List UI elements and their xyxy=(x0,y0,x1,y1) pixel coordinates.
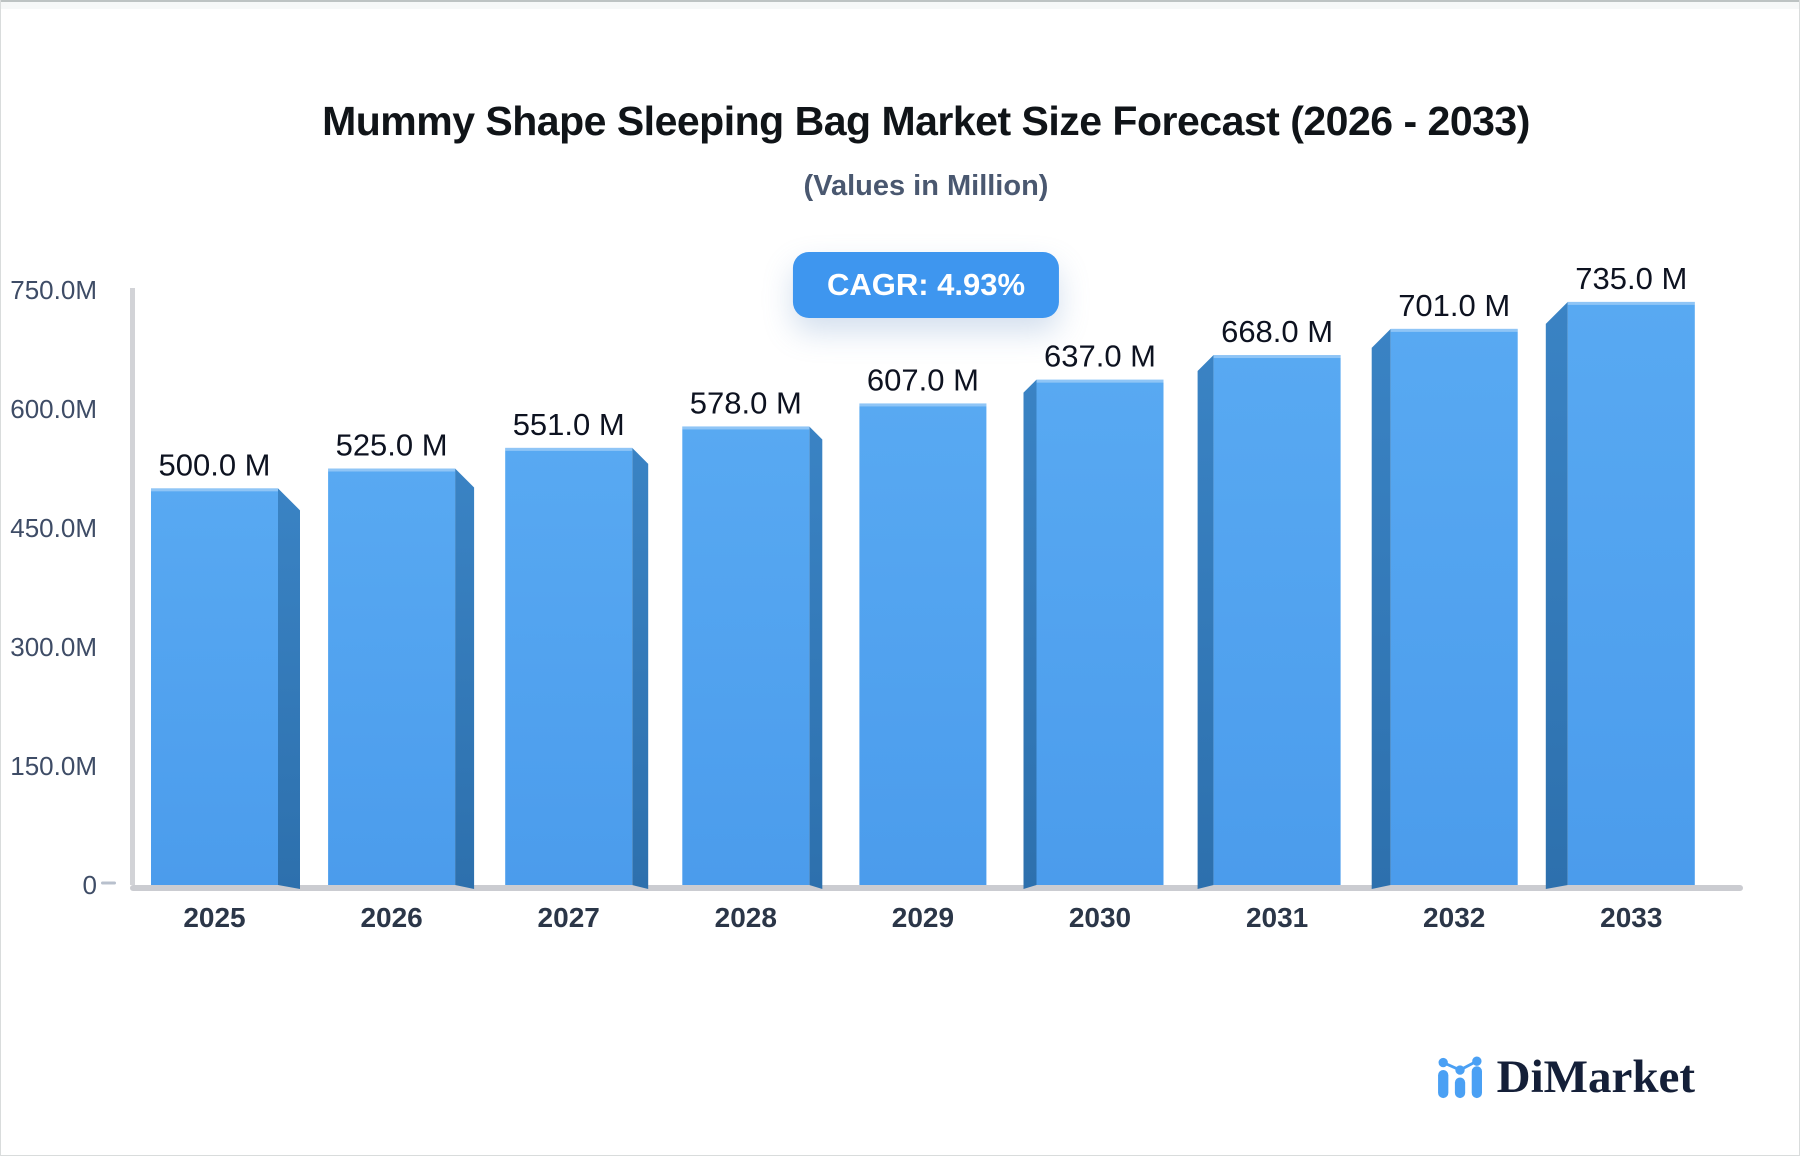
bar-value-label: 668.0 M xyxy=(1221,314,1333,349)
bar-2030[interactable]: 637.0 M 2030 xyxy=(1023,339,1164,933)
y-axis-label: 150.0M xyxy=(10,751,97,781)
bar-top-highlight xyxy=(1036,379,1164,383)
bar-front-face xyxy=(151,488,278,885)
bar-side-face xyxy=(1545,301,1568,889)
bar-front-face xyxy=(1036,379,1164,885)
x-axis-label: 2026 xyxy=(360,902,422,933)
bar-side-face xyxy=(809,426,823,889)
bar-top-highlight xyxy=(1567,301,1695,305)
bar-value-label: 637.0 M xyxy=(1044,339,1156,374)
bar-value-label: 735.0 M xyxy=(1575,261,1687,296)
x-axis-label: 2030 xyxy=(1069,902,1131,933)
chart-subtitle: (Values in Million) xyxy=(803,170,1049,202)
brand-logo[interactable]: DiMarket xyxy=(1437,1054,1695,1101)
bar-front-face xyxy=(1390,328,1518,886)
mini-bar-line-chart-icon xyxy=(1437,1056,1482,1099)
bar-2032[interactable]: 701.0 M 2032 xyxy=(1371,288,1518,933)
y-axis-label: 750.0M xyxy=(10,275,97,305)
zero-tick-mark xyxy=(101,881,116,885)
bar-side-face xyxy=(1371,328,1391,890)
bar-side-face xyxy=(455,468,475,889)
bar-2026[interactable]: 525.0 M 2026 xyxy=(328,428,475,934)
x-axis-label: 2031 xyxy=(1246,902,1308,933)
bar-value-label: 551.0 M xyxy=(513,407,625,442)
bar-front-face xyxy=(505,447,633,885)
chart-title: Mummy Shape Sleeping Bag Market Size For… xyxy=(322,98,1530,144)
bar-2029[interactable]: 607.0 M 2029 xyxy=(859,362,987,933)
y-axis-label: 0 xyxy=(83,870,97,900)
bar-top-highlight xyxy=(1213,355,1341,359)
x-axis-label: 2029 xyxy=(892,902,954,933)
bar-front-face xyxy=(682,426,810,885)
x-axis-label: 2033 xyxy=(1600,902,1662,933)
y-axis-line xyxy=(130,288,135,885)
x-axis-label: 2027 xyxy=(538,902,600,933)
bar-value-label: 500.0 M xyxy=(158,447,270,482)
bar-front-face xyxy=(1213,355,1341,885)
bar-top-highlight xyxy=(859,403,987,407)
y-axis-label: 450.0M xyxy=(10,513,97,543)
bar-value-label: 607.0 M xyxy=(867,362,979,397)
page-top-border xyxy=(1,0,1799,9)
bar-2025[interactable]: 500.0 M 2025 xyxy=(151,447,300,933)
bar-top-highlight xyxy=(1390,328,1518,332)
y-axis-label: 300.0M xyxy=(10,632,97,662)
bar-side-face xyxy=(1197,355,1214,889)
bar-side-face xyxy=(278,488,300,889)
bar-top-highlight xyxy=(682,426,810,430)
bar-value-label: 578.0 M xyxy=(690,385,802,420)
bar-front-face xyxy=(1567,301,1695,885)
bar-value-label: 525.0 M xyxy=(336,428,448,463)
bar-top-highlight xyxy=(505,447,633,451)
brand-logo-text: DiMarket xyxy=(1496,1051,1695,1103)
bar-2033[interactable]: 735.0 M 2033 xyxy=(1545,261,1695,933)
bar-side-face xyxy=(632,447,649,889)
bar-2028[interactable]: 578.0 M 2028 xyxy=(682,385,823,933)
bar-side-face xyxy=(1023,379,1037,889)
bar-value-label: 701.0 M xyxy=(1398,288,1510,323)
y-axis-label: 600.0M xyxy=(10,394,97,424)
bar-2027[interactable]: 551.0 M 2027 xyxy=(505,407,649,933)
bar-front-face xyxy=(328,468,456,885)
bar-top-highlight xyxy=(328,468,456,472)
x-axis-label: 2025 xyxy=(183,902,245,933)
bar-2031[interactable]: 668.0 M 2031 xyxy=(1197,314,1341,933)
bar-top-highlight xyxy=(151,488,278,492)
x-axis-line xyxy=(130,885,1743,891)
x-axis-label: 2032 xyxy=(1423,902,1485,933)
x-axis-label: 2028 xyxy=(715,902,777,933)
cagr-badge: CAGR: 4.93% xyxy=(792,252,1060,318)
bar-front-face xyxy=(859,403,987,885)
